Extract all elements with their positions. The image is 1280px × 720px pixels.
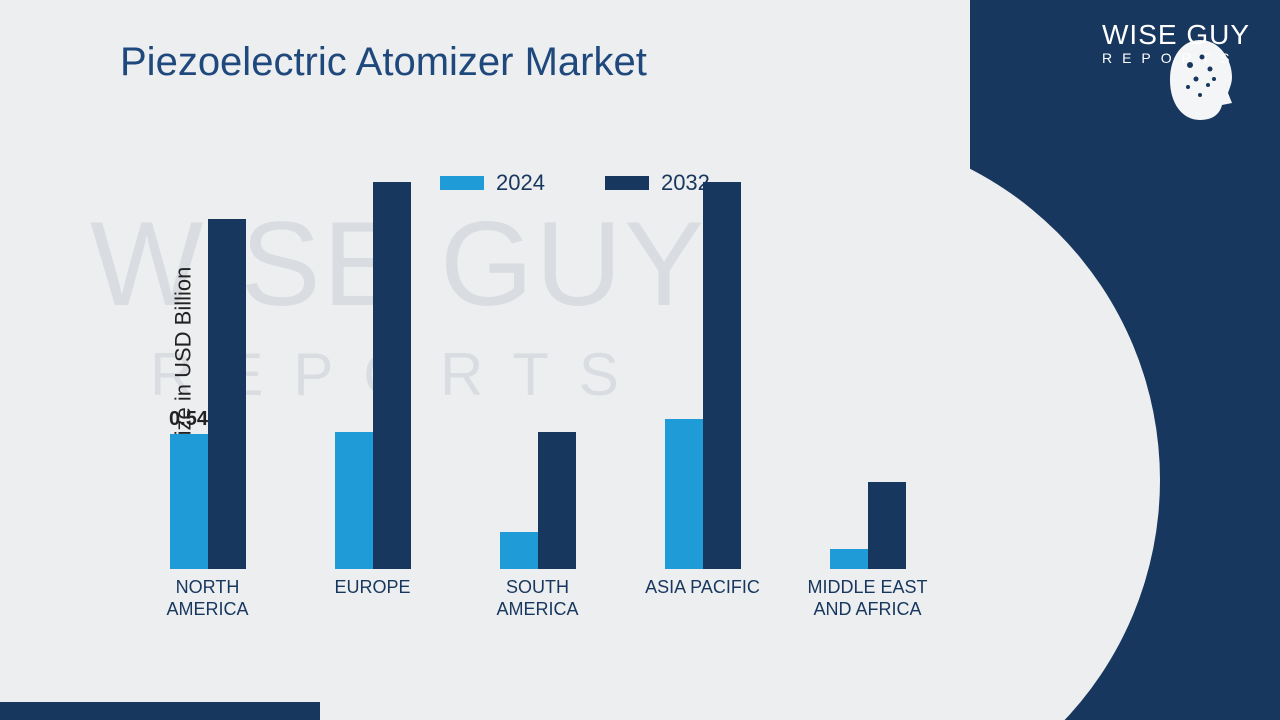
legend-swatch-2032 (605, 176, 649, 190)
brand-logo: WISE GUY REPORTS (1102, 20, 1250, 66)
page-canvas: WISE GUY REPORTS WISE GUY REPORTS Piezoe… (0, 0, 1280, 720)
bar-group: ASIA PACIFIC (628, 182, 778, 570)
category-label: SOUTH AMERICA (473, 577, 603, 620)
bar-2024 (665, 419, 703, 569)
bar-2024 (335, 432, 373, 570)
category-label: EUROPE (308, 577, 438, 599)
bar-2032 (373, 182, 411, 570)
bar-2024: 0.54 (170, 434, 208, 569)
category-label: MIDDLE EAST AND AFRICA (803, 577, 933, 620)
legend-item-2032: 2032 (605, 170, 710, 196)
brand-head-icon (1160, 35, 1240, 125)
legend-item-2024: 2024 (440, 170, 545, 196)
category-label: NORTH AMERICA (143, 577, 273, 620)
chart-title: Piezoelectric Atomizer Market (120, 40, 647, 85)
bar-group: SOUTH AMERICA (463, 432, 613, 570)
bar-group: EUROPE (298, 182, 448, 570)
bar-2024 (830, 549, 868, 569)
bar-2032 (868, 482, 906, 570)
bar-chart: Market Size in USD Billion 0.54NORTH AME… (90, 170, 950, 620)
bar-2032 (703, 182, 741, 570)
category-label: ASIA PACIFIC (638, 577, 768, 599)
bar-2032 (208, 219, 246, 569)
legend-swatch-2024 (440, 176, 484, 190)
footer-accent-bar (0, 702, 320, 720)
bar-group: 0.54NORTH AMERICA (133, 219, 283, 569)
legend-label-2032: 2032 (661, 170, 710, 196)
bar-2024 (500, 532, 538, 570)
bar-group: MIDDLE EAST AND AFRICA (793, 482, 943, 570)
legend-label-2024: 2024 (496, 170, 545, 196)
plot-area: 0.54NORTH AMERICAEUROPESOUTH AMERICAASIA… (125, 170, 950, 570)
bar-2032 (538, 432, 576, 570)
chart-legend: 2024 2032 (440, 170, 710, 196)
bar-groups: 0.54NORTH AMERICAEUROPESOUTH AMERICAASIA… (125, 170, 950, 569)
bar-value-label: 0.54 (169, 408, 208, 431)
